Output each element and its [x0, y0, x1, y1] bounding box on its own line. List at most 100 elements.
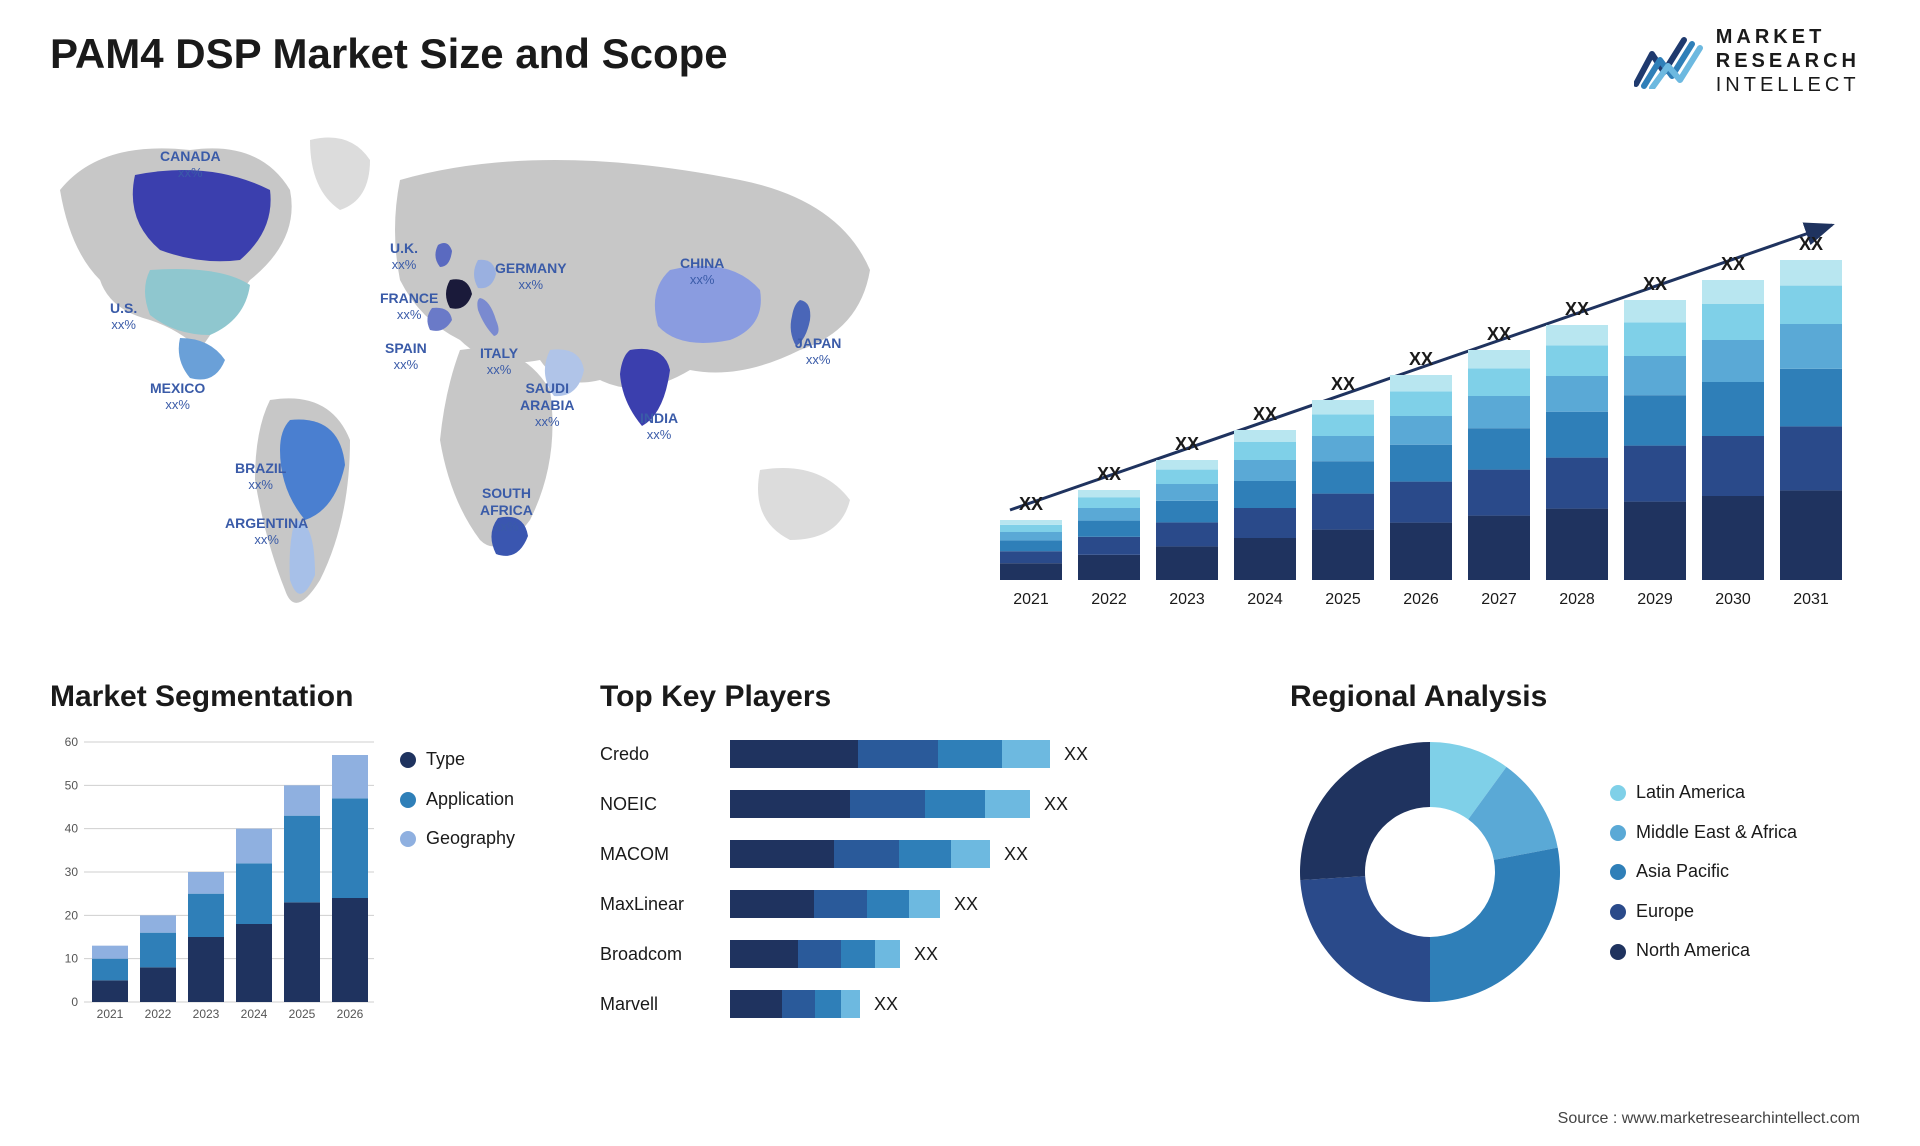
player-name: NOEIC — [600, 794, 730, 815]
svg-text:2026: 2026 — [337, 1007, 364, 1021]
svg-text:2024: 2024 — [1247, 591, 1283, 608]
svg-text:XX: XX — [1097, 464, 1121, 484]
page-title: PAM4 DSP Market Size and Scope — [50, 30, 728, 78]
svg-text:2031: 2031 — [1793, 591, 1829, 608]
legend-item: Middle East & Africa — [1610, 813, 1797, 853]
segmentation-chart: 0 10 20 30 40 50 60 2021 2022 2023 2024 2025 2026 — [50, 732, 380, 1032]
svg-text:XX: XX — [1721, 254, 1745, 274]
players-title: Top Key Players — [600, 680, 1240, 714]
player-row: Credo XX — [600, 732, 1240, 776]
source-note: Source : www.marketresearchintellect.com — [1558, 1110, 1860, 1128]
svg-text:2022: 2022 — [1091, 591, 1127, 608]
growth-bar-chart: XX 2021 XX 2022 XX 2023 XX 2024 XX 2025 XX 2026 XX 20… — [980, 140, 1860, 620]
svg-text:XX: XX — [1799, 234, 1823, 254]
map-label-argentina: ARGENTINAxx% — [225, 515, 308, 547]
map-label-saudi-arabia: SAUDIARABIAxx% — [520, 380, 574, 429]
player-name: MACOM — [600, 844, 730, 865]
svg-text:2023: 2023 — [1169, 591, 1205, 608]
map-label-u-k-: U.K.xx% — [390, 240, 418, 272]
player-row: MACOM XX — [600, 832, 1240, 876]
player-bar — [730, 890, 940, 918]
svg-text:2026: 2026 — [1403, 591, 1439, 608]
svg-text:0: 0 — [71, 995, 78, 1009]
svg-text:2022: 2022 — [145, 1007, 172, 1021]
segmentation-title: Market Segmentation — [50, 680, 570, 714]
player-value: XX — [874, 994, 898, 1015]
svg-text:2021: 2021 — [1013, 591, 1049, 608]
svg-text:XX: XX — [1565, 299, 1589, 319]
segmentation-panel: Market Segmentation 0 10 20 30 40 50 60 2021 202… — [50, 680, 570, 1060]
player-name: Broadcom — [600, 944, 730, 965]
svg-text:30: 30 — [65, 865, 79, 879]
player-row: MaxLinear XX — [600, 882, 1240, 926]
player-value: XX — [1064, 744, 1088, 765]
svg-text:2029: 2029 — [1637, 591, 1673, 608]
regional-title: Regional Analysis — [1290, 680, 1870, 714]
svg-text:2021: 2021 — [97, 1007, 124, 1021]
logo-text: MARKET RESEARCH INTELLECT — [1716, 25, 1860, 97]
map-label-mexico: MEXICOxx% — [150, 380, 205, 412]
svg-text:XX: XX — [1331, 374, 1355, 394]
player-bar — [730, 940, 900, 968]
player-value: XX — [1044, 794, 1068, 815]
regional-legend: Latin AmericaMiddle East & AfricaAsia Pa… — [1610, 773, 1797, 971]
svg-text:60: 60 — [65, 735, 79, 749]
player-value: XX — [914, 944, 938, 965]
svg-text:XX: XX — [1175, 434, 1199, 454]
svg-text:2028: 2028 — [1559, 591, 1595, 608]
map-label-u-s-: U.S.xx% — [110, 300, 137, 332]
player-bar — [730, 740, 1050, 768]
player-row: Broadcom XX — [600, 932, 1240, 976]
brand-logo: MARKET RESEARCH INTELLECT — [1634, 25, 1860, 97]
svg-text:10: 10 — [65, 952, 79, 966]
player-bar — [730, 990, 860, 1018]
svg-text:2025: 2025 — [1325, 591, 1361, 608]
map-label-france: FRANCExx% — [380, 290, 438, 322]
map-label-india: INDIAxx% — [640, 410, 678, 442]
logo-icon — [1634, 34, 1704, 89]
svg-text:2030: 2030 — [1715, 591, 1751, 608]
svg-text:2023: 2023 — [193, 1007, 220, 1021]
player-name: Credo — [600, 744, 730, 765]
map-label-china: CHINAxx% — [680, 255, 724, 287]
player-name: MaxLinear — [600, 894, 730, 915]
map-label-spain: SPAINxx% — [385, 340, 427, 372]
legend-item: North America — [1610, 931, 1797, 971]
svg-text:20: 20 — [65, 908, 79, 922]
regional-panel: Regional Analysis Latin AmericaMiddle Ea… — [1290, 680, 1870, 1060]
legend-item: Type — [400, 740, 515, 780]
map-label-brazil: BRAZILxx% — [235, 460, 286, 492]
svg-text:XX: XX — [1487, 324, 1511, 344]
player-value: XX — [954, 894, 978, 915]
player-bar — [730, 840, 990, 868]
legend-item: Europe — [1610, 892, 1797, 932]
legend-item: Latin America — [1610, 773, 1797, 813]
player-bar — [730, 790, 1030, 818]
player-name: Marvell — [600, 994, 730, 1015]
svg-text:XX: XX — [1643, 274, 1667, 294]
svg-text:2024: 2024 — [241, 1007, 268, 1021]
svg-text:40: 40 — [65, 822, 79, 836]
svg-text:XX: XX — [1253, 404, 1277, 424]
svg-text:2025: 2025 — [289, 1007, 316, 1021]
svg-text:XX: XX — [1019, 494, 1043, 514]
world-map-panel: CANADAxx% U.S.xx% MEXICOxx% BRAZILxx% ARGENT… — [40, 120, 920, 640]
map-label-italy: ITALYxx% — [480, 345, 518, 377]
legend-item: Asia Pacific — [1610, 852, 1797, 892]
players-rows: CredoXXNOEICXXMACOMXXMaxLinearXXBroadcom… — [600, 732, 1240, 1026]
map-label-canada: CANADAxx% — [160, 148, 221, 180]
players-panel: Top Key Players CredoXXNOEICXXMACOMXXMax… — [600, 680, 1240, 1060]
svg-text:50: 50 — [65, 778, 79, 792]
player-value: XX — [1004, 844, 1028, 865]
svg-text:XX: XX — [1409, 349, 1433, 369]
segmentation-legend: TypeApplicationGeography — [400, 740, 515, 859]
player-row: Marvell XX — [600, 982, 1240, 1026]
player-row: NOEIC XX — [600, 782, 1240, 826]
legend-item: Application — [400, 780, 515, 820]
regional-donut-chart — [1290, 732, 1570, 1012]
map-label-japan: JAPANxx% — [795, 335, 841, 367]
map-label-south-africa: SOUTHAFRICAxx% — [480, 485, 533, 534]
svg-text:2027: 2027 — [1481, 591, 1517, 608]
map-label-germany: GERMANYxx% — [495, 260, 567, 292]
legend-item: Geography — [400, 819, 515, 859]
